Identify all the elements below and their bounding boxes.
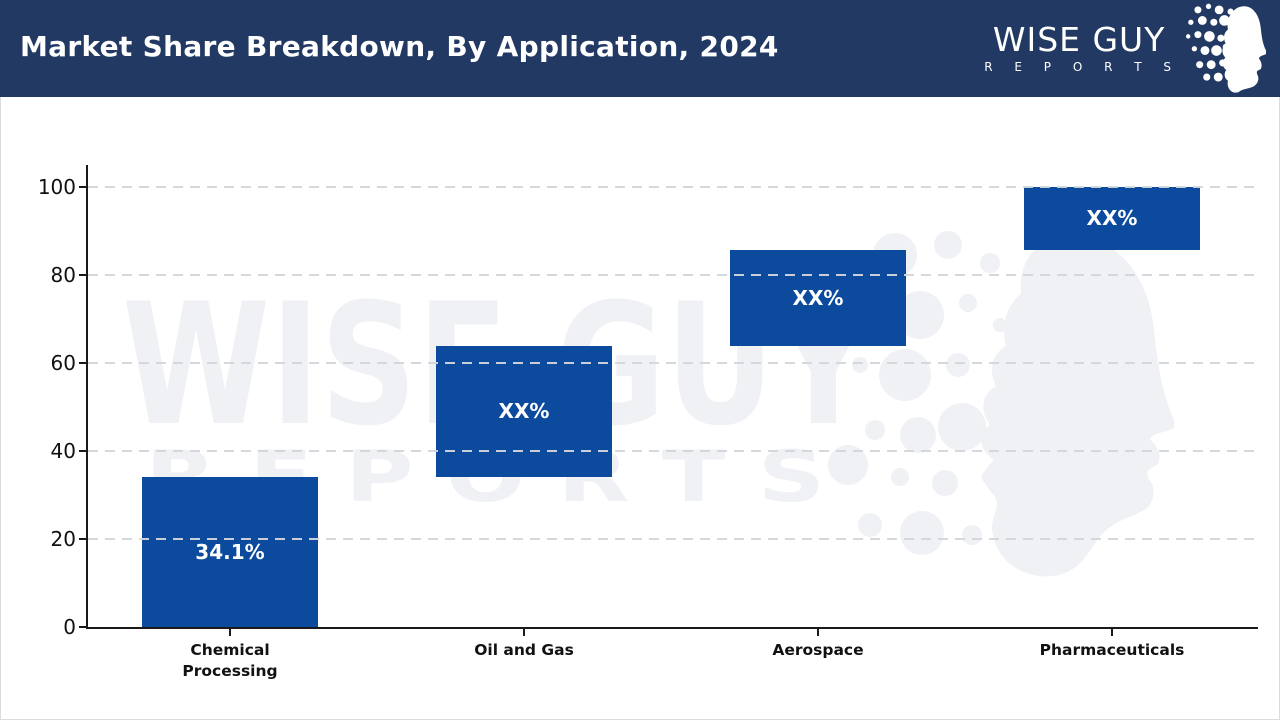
y-axis-tick-label: 100 <box>37 175 76 199</box>
bar-value-label: XX% <box>792 285 844 310</box>
y-axis-tick <box>79 626 87 628</box>
logo-wordmark: WISE GUY <box>992 20 1166 60</box>
x-axis-category-label: Aerospace <box>772 641 864 659</box>
x-axis-tick <box>229 629 231 636</box>
bar-value-label: 34.1% <box>195 539 265 564</box>
gridline-y40 <box>88 450 1256 452</box>
logo-face-icon <box>1182 1 1266 97</box>
gridline-y20 <box>88 538 1256 540</box>
bar-aerospace: XX% <box>730 249 906 346</box>
y-axis-tick <box>79 538 87 540</box>
y-axis-tick-label: 0 <box>63 615 76 639</box>
x-axis-tick <box>1111 629 1113 636</box>
y-axis-tick <box>79 450 87 452</box>
y-axis-tick-label: 40 <box>50 439 76 463</box>
x-axis-category-label: Pharmaceuticals <box>1039 641 1185 659</box>
y-axis-tick-label: 80 <box>50 263 76 287</box>
x-axis-line <box>86 627 1258 629</box>
bar-oil-and-gas: XX% <box>436 345 612 477</box>
x-axis-tick <box>817 629 819 636</box>
y-axis-tick <box>79 186 87 188</box>
y-axis-tick-label: 20 <box>50 527 76 551</box>
logo-text: WISE GUY R E P O R T S <box>978 23 1180 74</box>
y-axis-line <box>86 165 88 629</box>
bar-chemical-processing: 34.1% <box>142 476 318 627</box>
header-bar: Market Share Breakdown, By Application, … <box>0 0 1280 97</box>
logo-subtitle: R E P O R T S <box>984 59 1180 74</box>
gridline-y100 <box>88 186 1256 188</box>
y-axis-tick <box>79 362 87 364</box>
wise-guy-reports-logo: WISE GUY R E P O R T S <box>978 1 1266 97</box>
y-axis-tick <box>79 274 87 276</box>
y-axis-tick-label: 60 <box>50 351 76 375</box>
page-title: Market Share Breakdown, By Application, … <box>20 30 779 63</box>
watermark-face <box>981 236 1174 577</box>
gridline-y60 <box>88 362 1256 364</box>
x-axis-category-label: Oil and Gas <box>474 641 574 659</box>
bar-pharmaceuticals: XX% <box>1024 187 1200 250</box>
x-axis-category-label: Chemical Processing <box>182 641 278 680</box>
bar-value-label: XX% <box>498 399 550 424</box>
x-axis-tick <box>523 629 525 636</box>
gridline-y80 <box>88 274 1256 276</box>
bar-value-label: XX% <box>1086 206 1138 231</box>
